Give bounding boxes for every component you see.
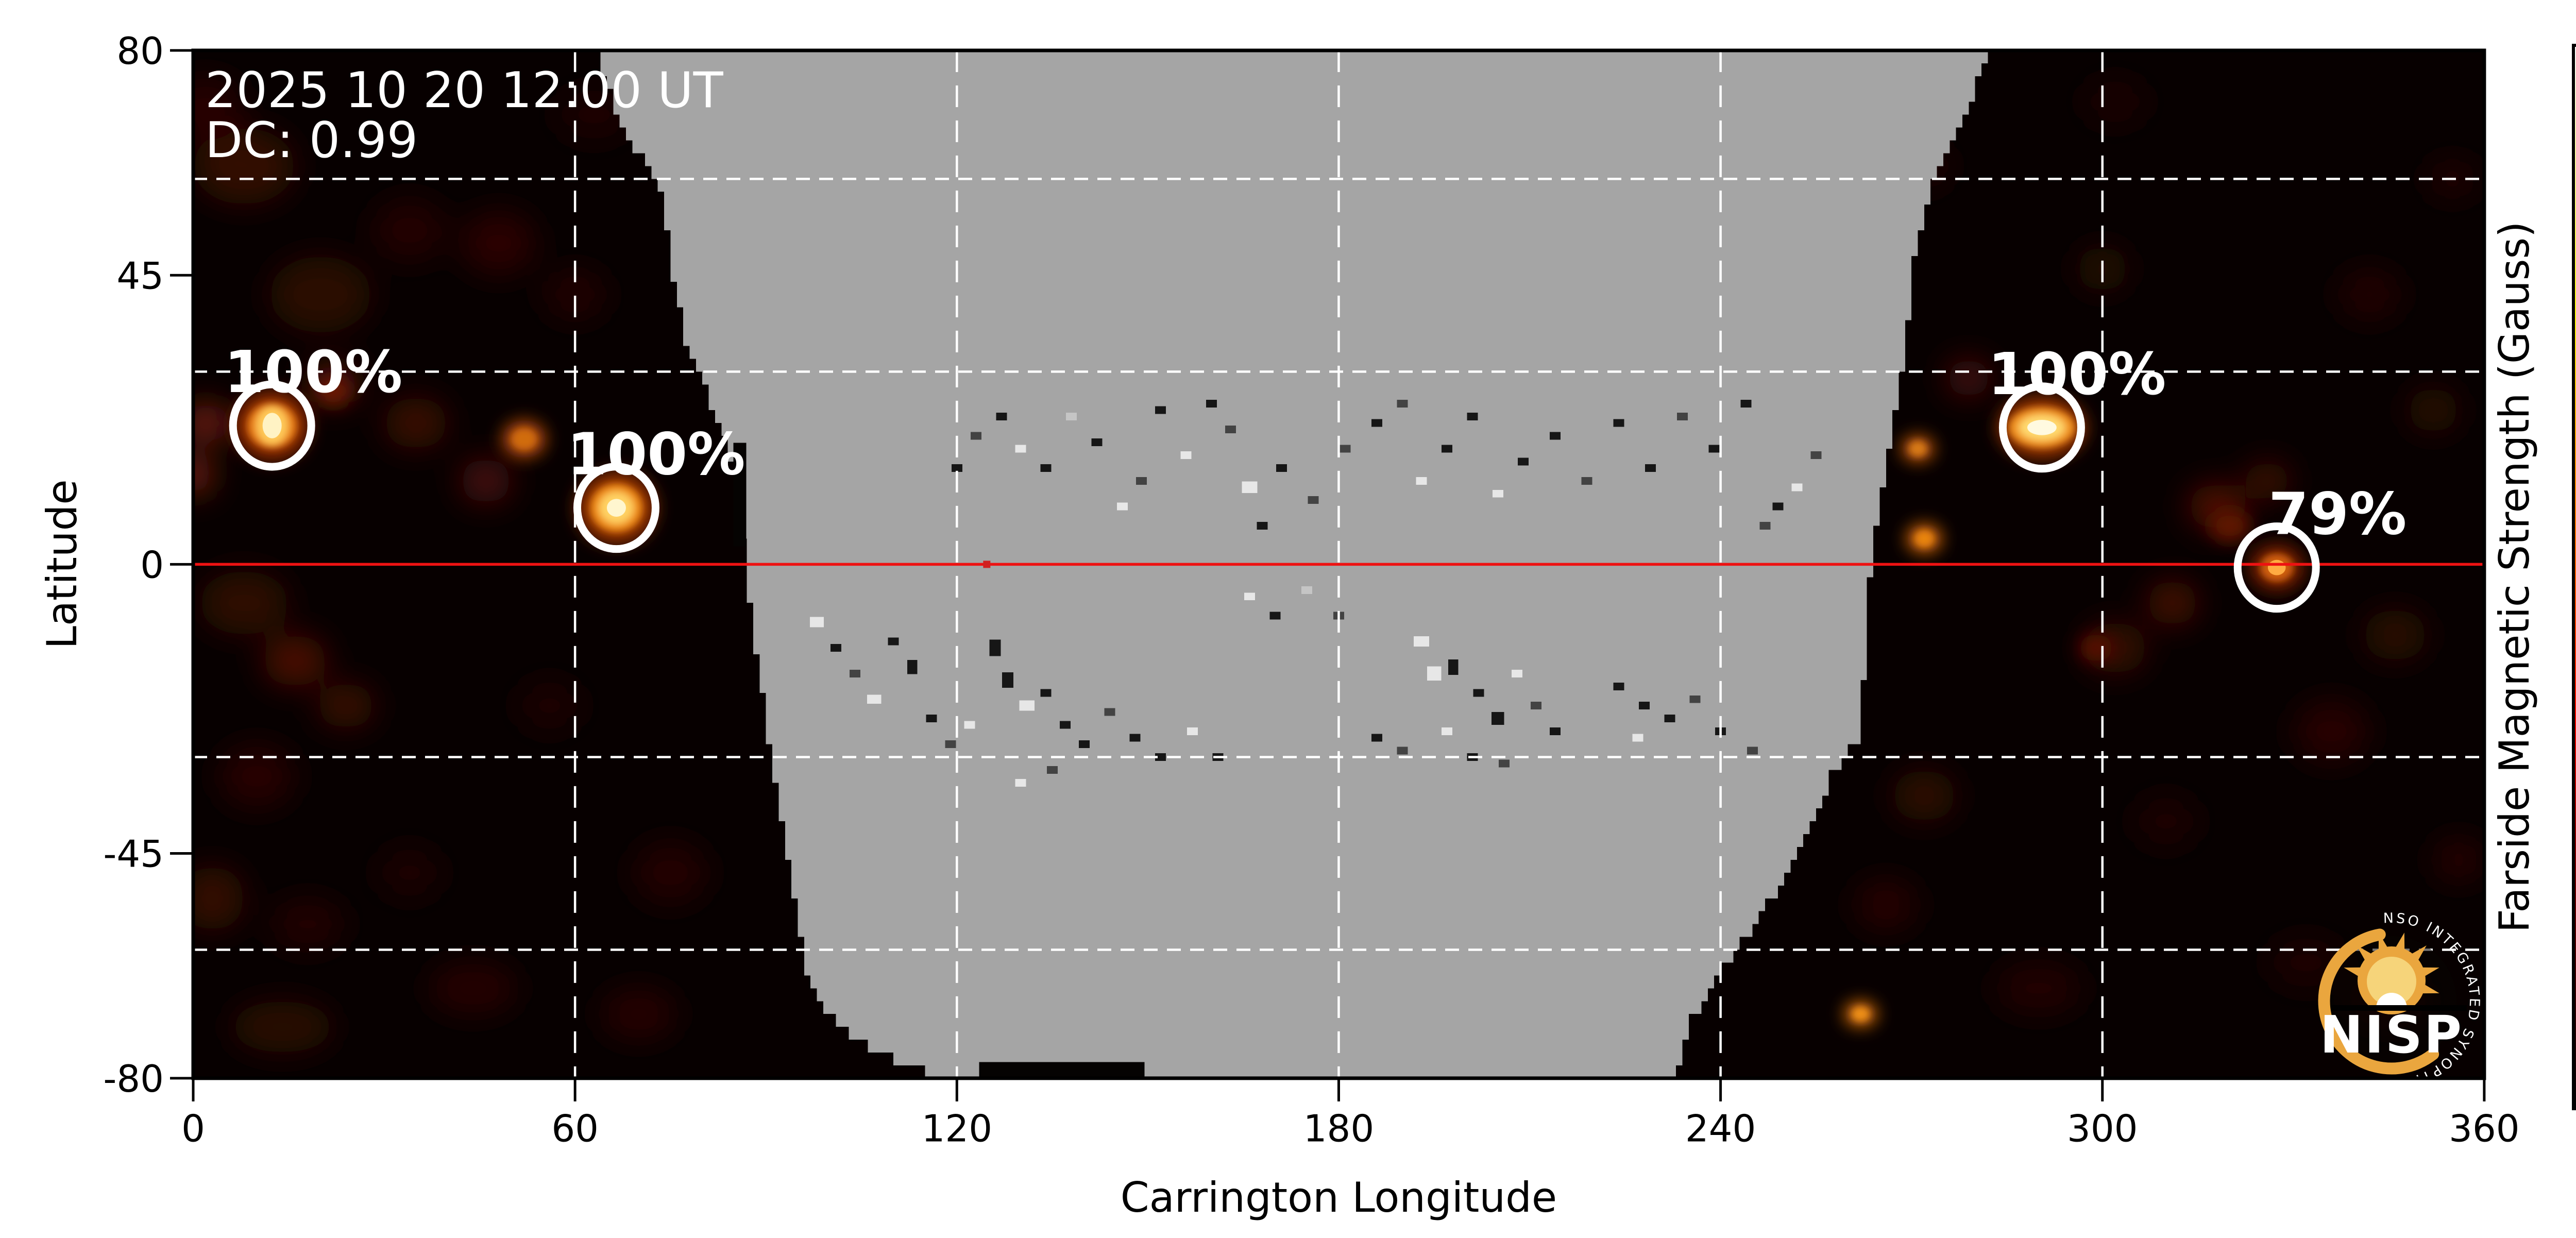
y-tick-label: 0 (140, 543, 164, 586)
x-tick-label: 360 (2449, 1107, 2519, 1150)
y-tick-label: 45 (116, 254, 164, 297)
colorbar-title: Farside Magnetic Strength (Gauss) (2490, 222, 2538, 933)
colorbar-gradient (2572, 44, 2576, 1110)
x-tick-label: 120 (922, 1107, 992, 1150)
y-tick-label: -45 (103, 833, 164, 876)
active-region-circle (1998, 382, 2085, 473)
logo-flame-icon (2344, 932, 2439, 1014)
active-region-probability: 79% (2268, 481, 2406, 548)
active-region-probability: 100% (1988, 341, 2166, 408)
colorbar-hot: 8007006005004003002001000Farside Magneti… (2490, 44, 2576, 1110)
timestamp-label: 2025 10 20 12:00 UT (205, 62, 724, 119)
active-region-circle (2233, 522, 2320, 613)
active-region-circle (573, 463, 659, 553)
logo-acronym: NISP (2320, 1005, 2463, 1065)
frontside-speckles (809, 400, 1822, 787)
x-tick-label: 300 (2067, 1107, 2138, 1150)
magnetic-map: NSO INTEGRATED SYNOPTIC PROGRAMNISP100%1… (193, 50, 2484, 1078)
duty-cycle-label: DC: 0.99 (205, 112, 418, 169)
y-tick-label: -80 (103, 1057, 164, 1100)
x-tick-label: 180 (1303, 1107, 1374, 1150)
equator-marker (983, 561, 991, 568)
y-axis-title: Latitude (38, 479, 86, 649)
logo-sun-arch-icon (2376, 993, 2407, 1008)
y-tick-label: 80 (116, 29, 164, 73)
logo-ring-icon (2318, 928, 2439, 1075)
frontside-mask-notch (733, 443, 747, 547)
active-region-probability: 100% (224, 339, 402, 406)
active-region-circle (229, 380, 315, 471)
gridlines (193, 50, 2484, 1078)
active-region-probability: 100% (567, 421, 745, 488)
axes: 0 60 120 180 240 300 360 80 45 0 -45 -80 Carrington … (38, 29, 2520, 1222)
x-axis-title: Carrington Longitude (1121, 1174, 1557, 1222)
x-tick-label: 60 (551, 1107, 599, 1150)
active-regions: 100% 100% 100% 79% (224, 339, 2406, 613)
x-tick-label: 240 (1685, 1107, 1756, 1150)
frontside-mask-notch (979, 1062, 1145, 1078)
x-tick-label: 0 (181, 1107, 205, 1150)
